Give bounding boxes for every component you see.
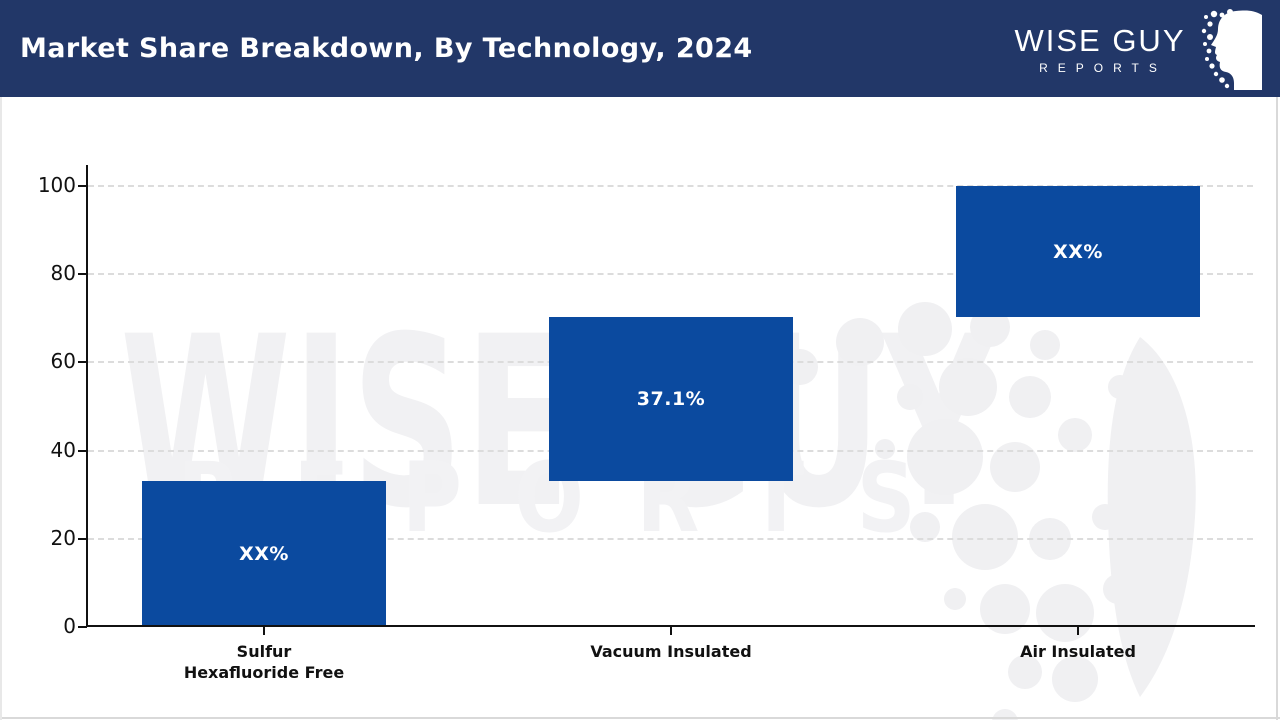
wiseguy-head-icon (1201, 9, 1262, 90)
bar-value-label: XX% (1053, 240, 1103, 263)
frame-bottom-line (0, 717, 1280, 719)
logo-subtitle: REPORTS (1039, 61, 1167, 75)
page-title: Market Share Breakdown, By Technology, 2… (20, 33, 753, 64)
header: Market Share Breakdown, By Technology, 2… (0, 0, 1280, 97)
x-category-label: Sulfur Hexafluoride Free (114, 641, 414, 683)
x-category-label: Air Insulated (928, 641, 1228, 662)
frame-right-line (1276, 97, 1278, 720)
y-tick-label: 40 (50, 437, 76, 462)
y-tick-label: 0 (63, 614, 76, 638)
x-category-label-line: Air Insulated (1020, 642, 1136, 661)
y-tick-label: 100 (37, 173, 76, 197)
wiseguy-logo: WISE GUY REPORTS (1000, 6, 1270, 92)
gridline (88, 273, 1253, 276)
frame-left-line (0, 97, 2, 720)
bar-segment: XX% (956, 186, 1200, 318)
y-tick-mark (78, 449, 87, 452)
y-tick-mark (78, 185, 87, 187)
y-tick-label: 80 (50, 261, 76, 286)
y-tick-mark (78, 361, 87, 364)
gridline (88, 185, 1253, 187)
bar-value-label: XX% (239, 543, 289, 565)
y-tick-mark (78, 626, 87, 628)
y-tick-label: 20 (50, 525, 76, 550)
logo-wordmark: WISE GUY (1014, 23, 1186, 58)
x-axis-line (86, 625, 1255, 627)
x-tick-mark (670, 627, 672, 635)
x-category-label-line: Sulfur (236, 642, 292, 661)
y-axis-line (86, 165, 88, 627)
bar-segment: XX% (142, 481, 386, 627)
watermark-head-dots-icon (782, 302, 1196, 720)
y-tick-mark (78, 273, 87, 276)
x-category-label: Vacuum Insulated (521, 641, 821, 662)
x-category-label-line: Vacuum Insulated (590, 642, 752, 661)
chart-area: WISE GUY REPORTS 0 20 40 60 80 100 XX% Sulfur He… (0, 97, 1280, 720)
y-tick-mark (78, 537, 87, 540)
bar-segment: 37.1% (549, 317, 793, 482)
x-category-label-line: Hexafluoride Free (183, 663, 345, 682)
x-tick-mark (263, 627, 265, 635)
logo-text: WISE GUY REPORTS (1000, 23, 1200, 75)
gridline (88, 537, 1253, 540)
bar-value-label: 37.1% (636, 388, 706, 411)
x-tick-mark (1077, 627, 1079, 635)
y-tick-label: 60 (50, 349, 76, 374)
